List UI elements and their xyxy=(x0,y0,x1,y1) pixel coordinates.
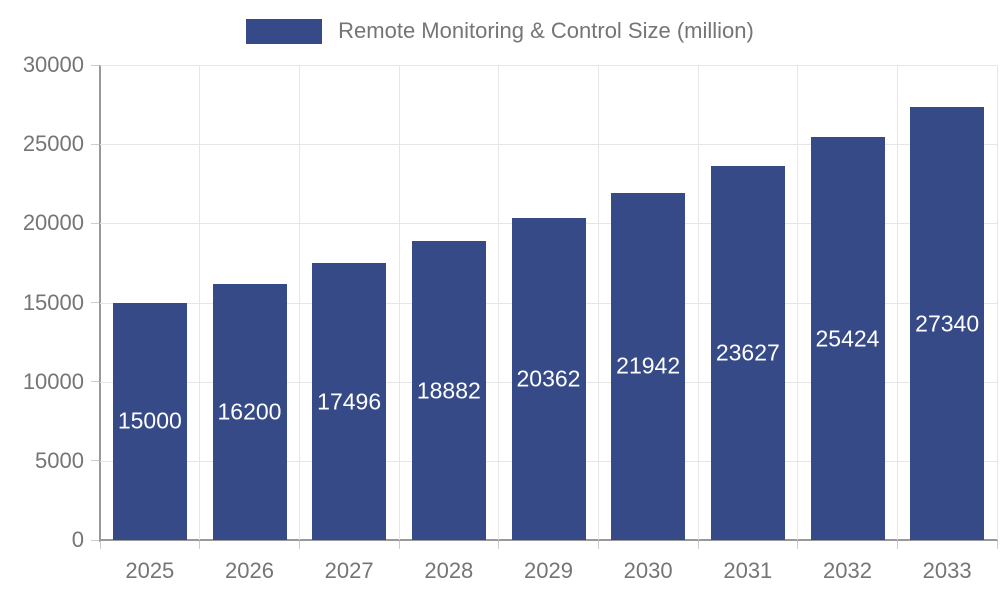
y-tick xyxy=(91,143,99,145)
plot-area: 15000 16200 17496 18882 20362 21942 23627 25424… xyxy=(100,65,998,540)
bar-value-label-2032: 25424 xyxy=(815,325,880,352)
y-tick xyxy=(91,381,99,383)
y-axis-line xyxy=(99,65,101,542)
y-axis-label-15000: 15000 xyxy=(22,289,84,315)
legend-label: Remote Monitoring & Control Size (millio… xyxy=(338,18,754,43)
v-gridline xyxy=(298,65,300,540)
bar-2027[interactable] xyxy=(312,262,387,540)
x-tick xyxy=(398,541,400,549)
x-axis-label-2033: 2033 xyxy=(922,558,972,583)
bar-value-label-2028: 18882 xyxy=(416,377,481,404)
v-gridline xyxy=(398,65,400,540)
x-axis-label-2028: 2028 xyxy=(424,558,474,583)
y-tick xyxy=(91,222,99,224)
x-axis-line xyxy=(99,539,998,541)
v-gridline xyxy=(996,65,998,540)
v-gridline xyxy=(498,65,500,540)
bar-value-label-2029: 20362 xyxy=(516,365,581,392)
bar-2031[interactable] xyxy=(710,165,785,540)
bar-2025[interactable] xyxy=(112,302,187,540)
bar-2033[interactable] xyxy=(910,107,985,540)
x-axis-label-2025: 2025 xyxy=(125,558,175,583)
bar-value-label-2027: 17496 xyxy=(317,388,382,414)
bar-value-label-2026: 16200 xyxy=(217,398,282,425)
x-tick xyxy=(597,541,599,549)
v-gridline xyxy=(797,65,799,540)
x-axis-label-2027: 2027 xyxy=(324,558,374,583)
legend[interactable]: Remote Monitoring & Control Size (millio… xyxy=(0,18,1000,44)
y-tick xyxy=(91,64,99,66)
y-axis-label-20000: 20000 xyxy=(22,210,84,236)
x-tick xyxy=(896,541,898,549)
v-gridline xyxy=(697,65,699,540)
bar-value-label-2025: 15000 xyxy=(117,407,182,434)
y-tick xyxy=(91,460,99,462)
y-tick xyxy=(91,302,99,303)
bar-value-label-2031: 23627 xyxy=(715,339,780,366)
v-gridline xyxy=(896,65,898,540)
x-tick xyxy=(996,541,998,549)
y-axis-label-0: 0 xyxy=(71,527,84,552)
bar-value-label-2033: 27340 xyxy=(915,310,980,337)
bar-2030[interactable] xyxy=(611,192,686,540)
legend-swatch-icon xyxy=(246,18,323,44)
h-gridline xyxy=(100,144,997,146)
bar-2028[interactable] xyxy=(411,241,486,540)
bar-value-label-2030: 21942 xyxy=(616,352,681,379)
x-axis-label-2026: 2026 xyxy=(225,558,274,583)
x-axis-label-2030: 2030 xyxy=(623,558,673,583)
x-axis-label-2031: 2031 xyxy=(723,558,773,583)
y-axis-label-30000: 30000 xyxy=(22,52,84,77)
x-axis-label-2032: 2032 xyxy=(823,558,872,583)
y-axis-label-5000: 5000 xyxy=(35,447,84,473)
bar-2032[interactable] xyxy=(810,137,885,540)
x-tick xyxy=(797,541,799,549)
y-tick xyxy=(91,539,99,541)
x-tick xyxy=(697,541,699,549)
bar-2026[interactable] xyxy=(212,283,287,540)
x-tick xyxy=(498,541,500,549)
y-axis-label-25000: 25000 xyxy=(22,131,84,157)
x-tick xyxy=(298,541,300,549)
x-axis-label-2029: 2029 xyxy=(524,558,573,583)
x-tick xyxy=(99,541,101,549)
y-axis-label-10000: 10000 xyxy=(22,368,84,394)
v-gridline xyxy=(199,65,201,540)
v-gridline xyxy=(597,65,599,540)
x-tick xyxy=(199,541,201,549)
h-gridline xyxy=(100,65,997,66)
bar-2029[interactable] xyxy=(511,217,586,540)
